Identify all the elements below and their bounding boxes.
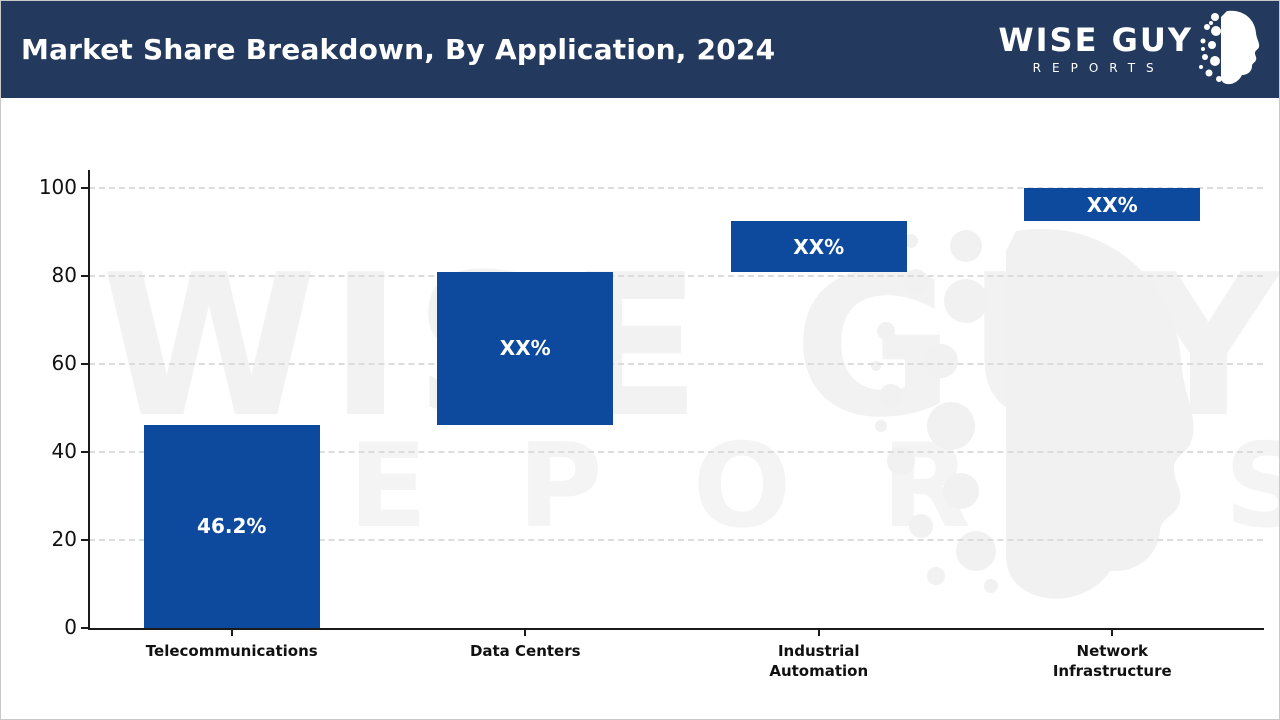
dotted-head-icon — [1197, 5, 1263, 95]
gridline-40 — [89, 451, 1263, 453]
y-tick-label-0: 0 — [64, 615, 77, 639]
x-tick-label-1: Data Centers — [469, 642, 581, 660]
header-bar: Market Share Breakdown, By Application, … — [1, 1, 1279, 98]
y-tick-20 — [81, 539, 89, 541]
y-tick-label-100: 100 — [38, 175, 77, 199]
y-tick-80 — [81, 275, 89, 277]
y-tick-label-80: 80 — [51, 263, 77, 287]
y-tick-label-60: 60 — [51, 351, 77, 375]
bar-label-2: XX% — [793, 234, 845, 259]
y-tick-100 — [81, 187, 89, 189]
gridline-80 — [89, 275, 1263, 277]
x-axis-spine — [88, 628, 1264, 630]
gridline-100 — [89, 187, 1263, 189]
x-tick-label-2: Industrial Automation — [769, 642, 869, 680]
bar-3 — [1024, 188, 1201, 221]
brand-logo-text: WISE GUY REPORTS — [998, 24, 1193, 75]
watermark-head-icon — [846, 211, 1196, 605]
brand-logo: WISE GUY REPORTS — [998, 5, 1263, 95]
x-tick-2 — [817, 629, 820, 636]
bar-label-0: 46.2% — [197, 514, 267, 539]
bar-label-1: XX% — [499, 336, 551, 361]
gridline-60 — [89, 363, 1263, 365]
bar-label-3: XX% — [1086, 192, 1138, 217]
x-tick-label-0: Telecommunications — [145, 642, 318, 660]
y-tick-40 — [81, 451, 89, 453]
brand-subname: REPORTS — [1032, 61, 1165, 75]
bar-1 — [437, 272, 614, 425]
bar-0 — [143, 424, 320, 628]
bar-2 — [730, 221, 907, 273]
x-tick-label-3: Network Infrastructure — [1052, 642, 1172, 680]
gridline-20 — [89, 539, 1263, 541]
brand-name: WISE GUY — [998, 21, 1193, 59]
y-tick-label-20: 20 — [51, 527, 77, 551]
chart-title: Market Share Breakdown, By Application, … — [21, 33, 776, 66]
y-axis-spine — [88, 170, 90, 630]
x-tick-0 — [230, 629, 233, 636]
x-tick-3 — [1111, 629, 1114, 636]
y-tick-0 — [81, 627, 89, 629]
x-tick-1 — [524, 629, 527, 636]
y-tick-label-40: 40 — [51, 439, 77, 463]
y-tick-60 — [81, 363, 89, 365]
